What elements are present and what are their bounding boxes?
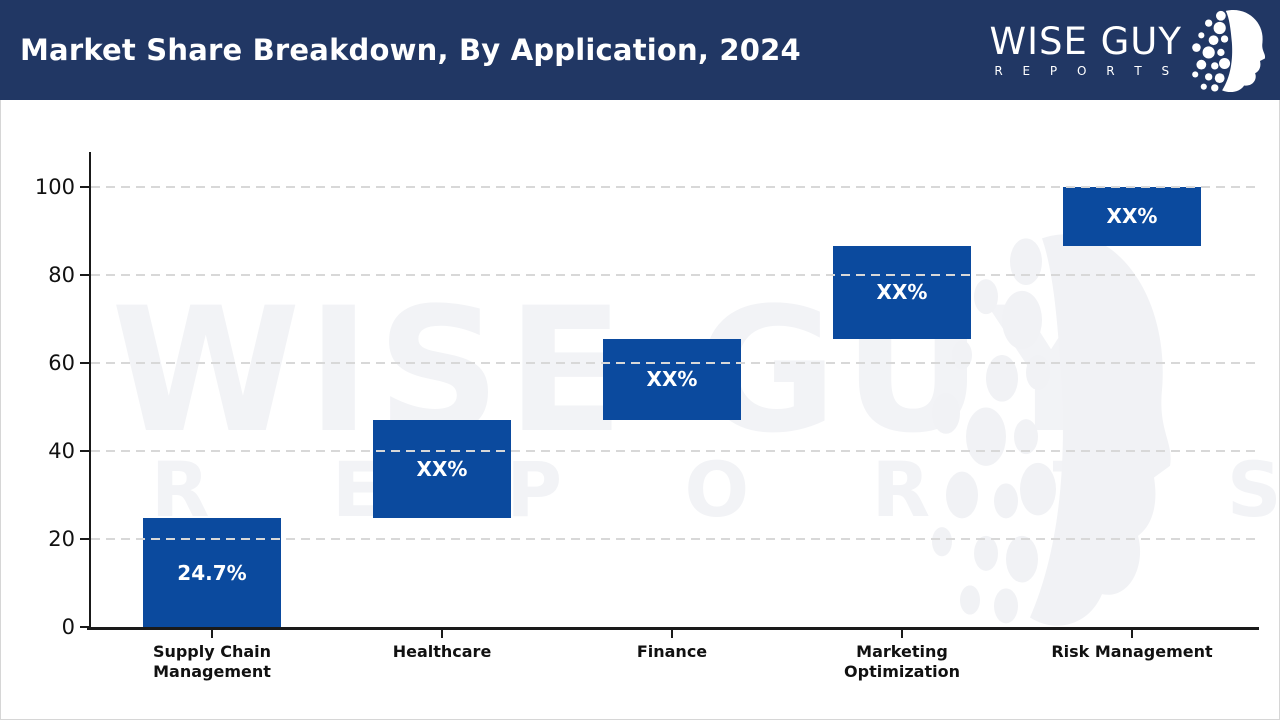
x-category-label-line: Finance	[636, 642, 708, 661]
x-axis-tick	[671, 630, 673, 638]
x-category-label: Healthcare	[327, 642, 557, 662]
chart-area: WISE GUY R E P O R T S 0 20 40 60 80 100 24.7%…	[0, 100, 1280, 720]
y-axis-tick	[80, 186, 89, 188]
y-axis-tick	[80, 450, 89, 452]
x-category-label: Supply Chain Management	[97, 642, 327, 682]
x-axis-tick	[901, 630, 903, 638]
grid-line	[91, 274, 1259, 276]
watermark-face-icon	[932, 234, 1171, 626]
wise-guy-logo-text: WISE GUY R E P O R T S	[989, 20, 1182, 78]
grid-line	[91, 538, 1259, 540]
bar: 24.7%	[143, 518, 281, 627]
x-category-label-line: Healthcare	[392, 642, 492, 661]
x-axis-tick	[441, 630, 443, 638]
grid-line	[91, 362, 1259, 364]
bar: XX%	[1063, 187, 1201, 246]
bar-value-label: XX%	[646, 367, 698, 392]
y-tick-label: 60	[48, 351, 75, 375]
header-bar: Market Share Breakdown, By Application, …	[0, 0, 1280, 100]
bar-value-label: XX%	[416, 457, 468, 482]
x-category-label: Finance	[557, 642, 787, 662]
x-category-label-line: Optimization	[844, 662, 960, 681]
y-axis-tick	[80, 538, 89, 540]
bar: XX%	[833, 245, 971, 339]
wise-guy-face-icon	[1192, 10, 1266, 93]
bar-value-label: XX%	[876, 280, 928, 305]
logo-wordmark: WISE GUY	[989, 20, 1182, 64]
y-tick-label: 0	[61, 615, 75, 639]
bar-value-label: 24.7%	[177, 560, 247, 585]
x-category-label: Marketing Optimization	[787, 642, 1017, 682]
x-category-label-line: Supply Chain	[152, 642, 272, 661]
bar-value-label: XX%	[1106, 204, 1158, 229]
logo-subtitle: R E P O R T S	[994, 63, 1178, 78]
grid-line	[91, 186, 1259, 188]
x-category-label-line: Marketing	[856, 642, 948, 661]
chart-title: Market Share Breakdown, By Application, …	[20, 33, 801, 67]
wise-guy-logo: WISE GUY R E P O R T S	[990, 6, 1270, 94]
y-axis-tick	[80, 274, 89, 276]
y-axis-tick	[80, 362, 89, 364]
y-axis-tick	[80, 626, 89, 628]
y-tick-label: 20	[48, 527, 75, 551]
y-axis-line	[89, 152, 91, 629]
x-category-label-line: Risk Management	[1051, 642, 1213, 661]
y-tick-label: 40	[48, 439, 75, 463]
x-category-label-line: Management	[153, 662, 271, 681]
x-axis-tick	[1131, 630, 1133, 638]
y-tick-label: 80	[48, 263, 75, 287]
grid-line	[91, 450, 1259, 452]
bar: XX%	[373, 420, 511, 519]
x-category-label: Risk Management	[1017, 642, 1247, 662]
bar: XX%	[603, 338, 741, 421]
x-axis-tick	[211, 630, 213, 638]
y-tick-label: 100	[34, 175, 75, 199]
x-axis-line	[87, 627, 1259, 630]
